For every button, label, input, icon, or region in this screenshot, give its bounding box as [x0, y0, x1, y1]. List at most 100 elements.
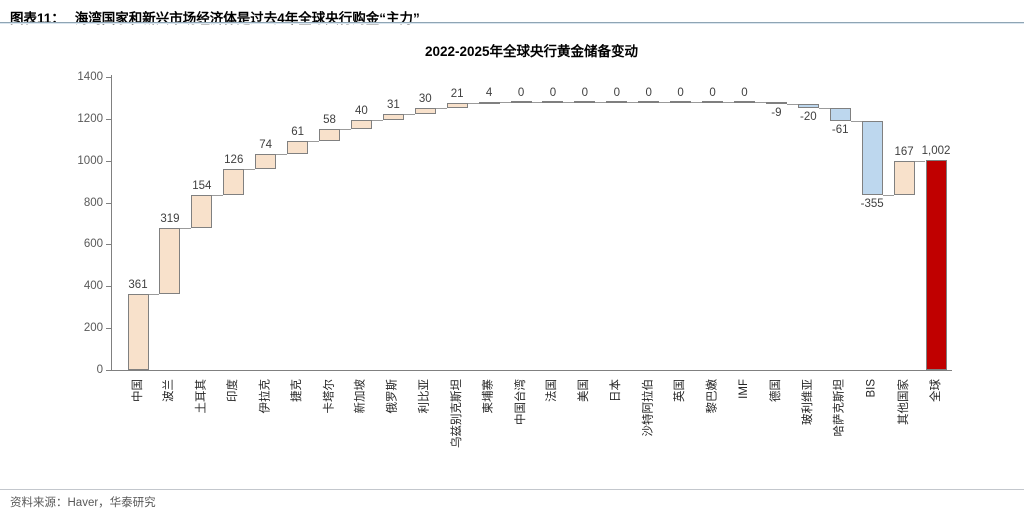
- zero-bar-dash: [702, 101, 724, 104]
- waterfall-bar: [893, 160, 915, 196]
- waterfall-bar: [319, 128, 341, 141]
- value-label: 126: [224, 154, 244, 167]
- x-category-label: 中国台湾: [514, 379, 527, 425]
- x-category-label: 哈萨克斯坦: [833, 379, 846, 437]
- connector-line: [435, 107, 447, 109]
- y-tick-label: 800: [83, 196, 103, 209]
- connector-line: [659, 102, 671, 104]
- waterfall-bar: [350, 120, 372, 129]
- x-category-label: 利比亚: [418, 379, 431, 414]
- connector-line: [882, 195, 894, 197]
- value-label: 21: [450, 88, 464, 101]
- connector-line: [499, 102, 511, 104]
- y-tick-mark: [106, 118, 111, 120]
- y-tick-mark: [106, 286, 111, 288]
- x-category-label: 捷克: [291, 379, 304, 402]
- connector-line: [627, 102, 639, 104]
- connector-line: [818, 108, 830, 110]
- y-tick-mark: [106, 244, 111, 246]
- value-label: 1,002: [921, 145, 951, 158]
- x-category-label: 日本: [610, 379, 623, 402]
- value-label: -61: [831, 124, 849, 137]
- connector-line: [340, 128, 351, 130]
- y-tick-label: 1200: [77, 112, 103, 125]
- waterfall-bar: [223, 169, 245, 196]
- connector-line: [754, 102, 766, 104]
- connector-line: [914, 160, 926, 162]
- x-category-label: 法国: [546, 379, 559, 402]
- x-category-label: 美国: [578, 379, 591, 402]
- y-tick-mark: [106, 328, 111, 330]
- connector-line: [212, 195, 224, 197]
- source-note: 资料来源：Haver，华泰研究: [10, 497, 156, 509]
- connector-line: [403, 113, 415, 115]
- waterfall-bar: [414, 107, 436, 114]
- value-label: 167: [894, 145, 914, 158]
- connector-line: [691, 102, 703, 104]
- x-category-label: 柬埔寨: [482, 379, 495, 414]
- value-label: 361: [128, 279, 148, 292]
- y-tick-mark: [106, 370, 111, 371]
- value-label: 4: [485, 87, 493, 100]
- connector-line: [850, 121, 862, 123]
- connector-line: [531, 102, 543, 104]
- value-label: 0: [517, 87, 525, 100]
- waterfall-bar: [255, 153, 277, 170]
- x-category-label: 其他国家: [897, 379, 910, 425]
- zero-bar-dash: [606, 101, 628, 104]
- zero-bar-dash: [510, 101, 532, 104]
- connector-line: [786, 104, 798, 106]
- waterfall-bar: [159, 227, 181, 295]
- value-label: 61: [291, 125, 304, 138]
- y-tick-label: 0: [96, 364, 103, 376]
- connector-line: [563, 102, 575, 104]
- y-tick-label: 400: [83, 280, 103, 293]
- x-category-label: 乌兹别克斯坦: [450, 379, 463, 448]
- x-category-label: 英国: [674, 379, 687, 402]
- footer-divider: [0, 489, 1024, 490]
- connector-line: [723, 102, 734, 104]
- value-label: 31: [386, 98, 400, 111]
- value-label: 0: [645, 87, 652, 100]
- y-tick-label: 1000: [77, 154, 103, 167]
- x-axis-line: [111, 370, 952, 371]
- zero-bar-dash: [638, 101, 660, 104]
- x-category-label: 中国: [131, 379, 144, 402]
- x-category-label: IMF: [737, 379, 750, 399]
- connector-line: [180, 227, 192, 229]
- y-tick-mark: [106, 202, 111, 204]
- y-tick-label: 200: [83, 322, 103, 335]
- waterfall-bar: [797, 104, 819, 109]
- value-label: -20: [800, 111, 817, 124]
- value-label: 0: [581, 87, 589, 100]
- x-category-label: 全球: [929, 379, 942, 402]
- waterfall-bar: [478, 102, 500, 105]
- x-category-label: 沙特阿拉伯: [642, 379, 655, 437]
- value-label: 0: [709, 87, 716, 100]
- x-category-label: 波兰: [163, 379, 176, 402]
- connector-line: [276, 153, 288, 155]
- value-label: 30: [418, 92, 432, 105]
- waterfall-bar: [382, 113, 404, 121]
- x-category-label: 新加坡: [354, 379, 367, 414]
- x-category-label: 卡塔尔: [323, 379, 336, 414]
- value-label: 154: [192, 180, 212, 193]
- value-label: 319: [160, 212, 180, 225]
- zero-bar-dash: [670, 101, 692, 104]
- y-tick-label: 600: [83, 238, 103, 251]
- connector-line: [467, 103, 479, 105]
- connector-line: [371, 120, 383, 122]
- y-axis-line: [111, 75, 112, 371]
- zero-bar-dash: [574, 101, 596, 104]
- connector-line: [595, 102, 607, 104]
- zero-bar-dash: [542, 101, 564, 104]
- value-label: 0: [613, 87, 620, 100]
- value-label: -9: [771, 107, 782, 120]
- waterfall-bar: [127, 294, 149, 370]
- value-label: 58: [323, 113, 336, 126]
- value-label: 0: [741, 87, 748, 100]
- waterfall-bar: [287, 140, 309, 154]
- waterfall-bar: [861, 121, 883, 196]
- x-category-label: 黎巴嫩: [706, 379, 719, 414]
